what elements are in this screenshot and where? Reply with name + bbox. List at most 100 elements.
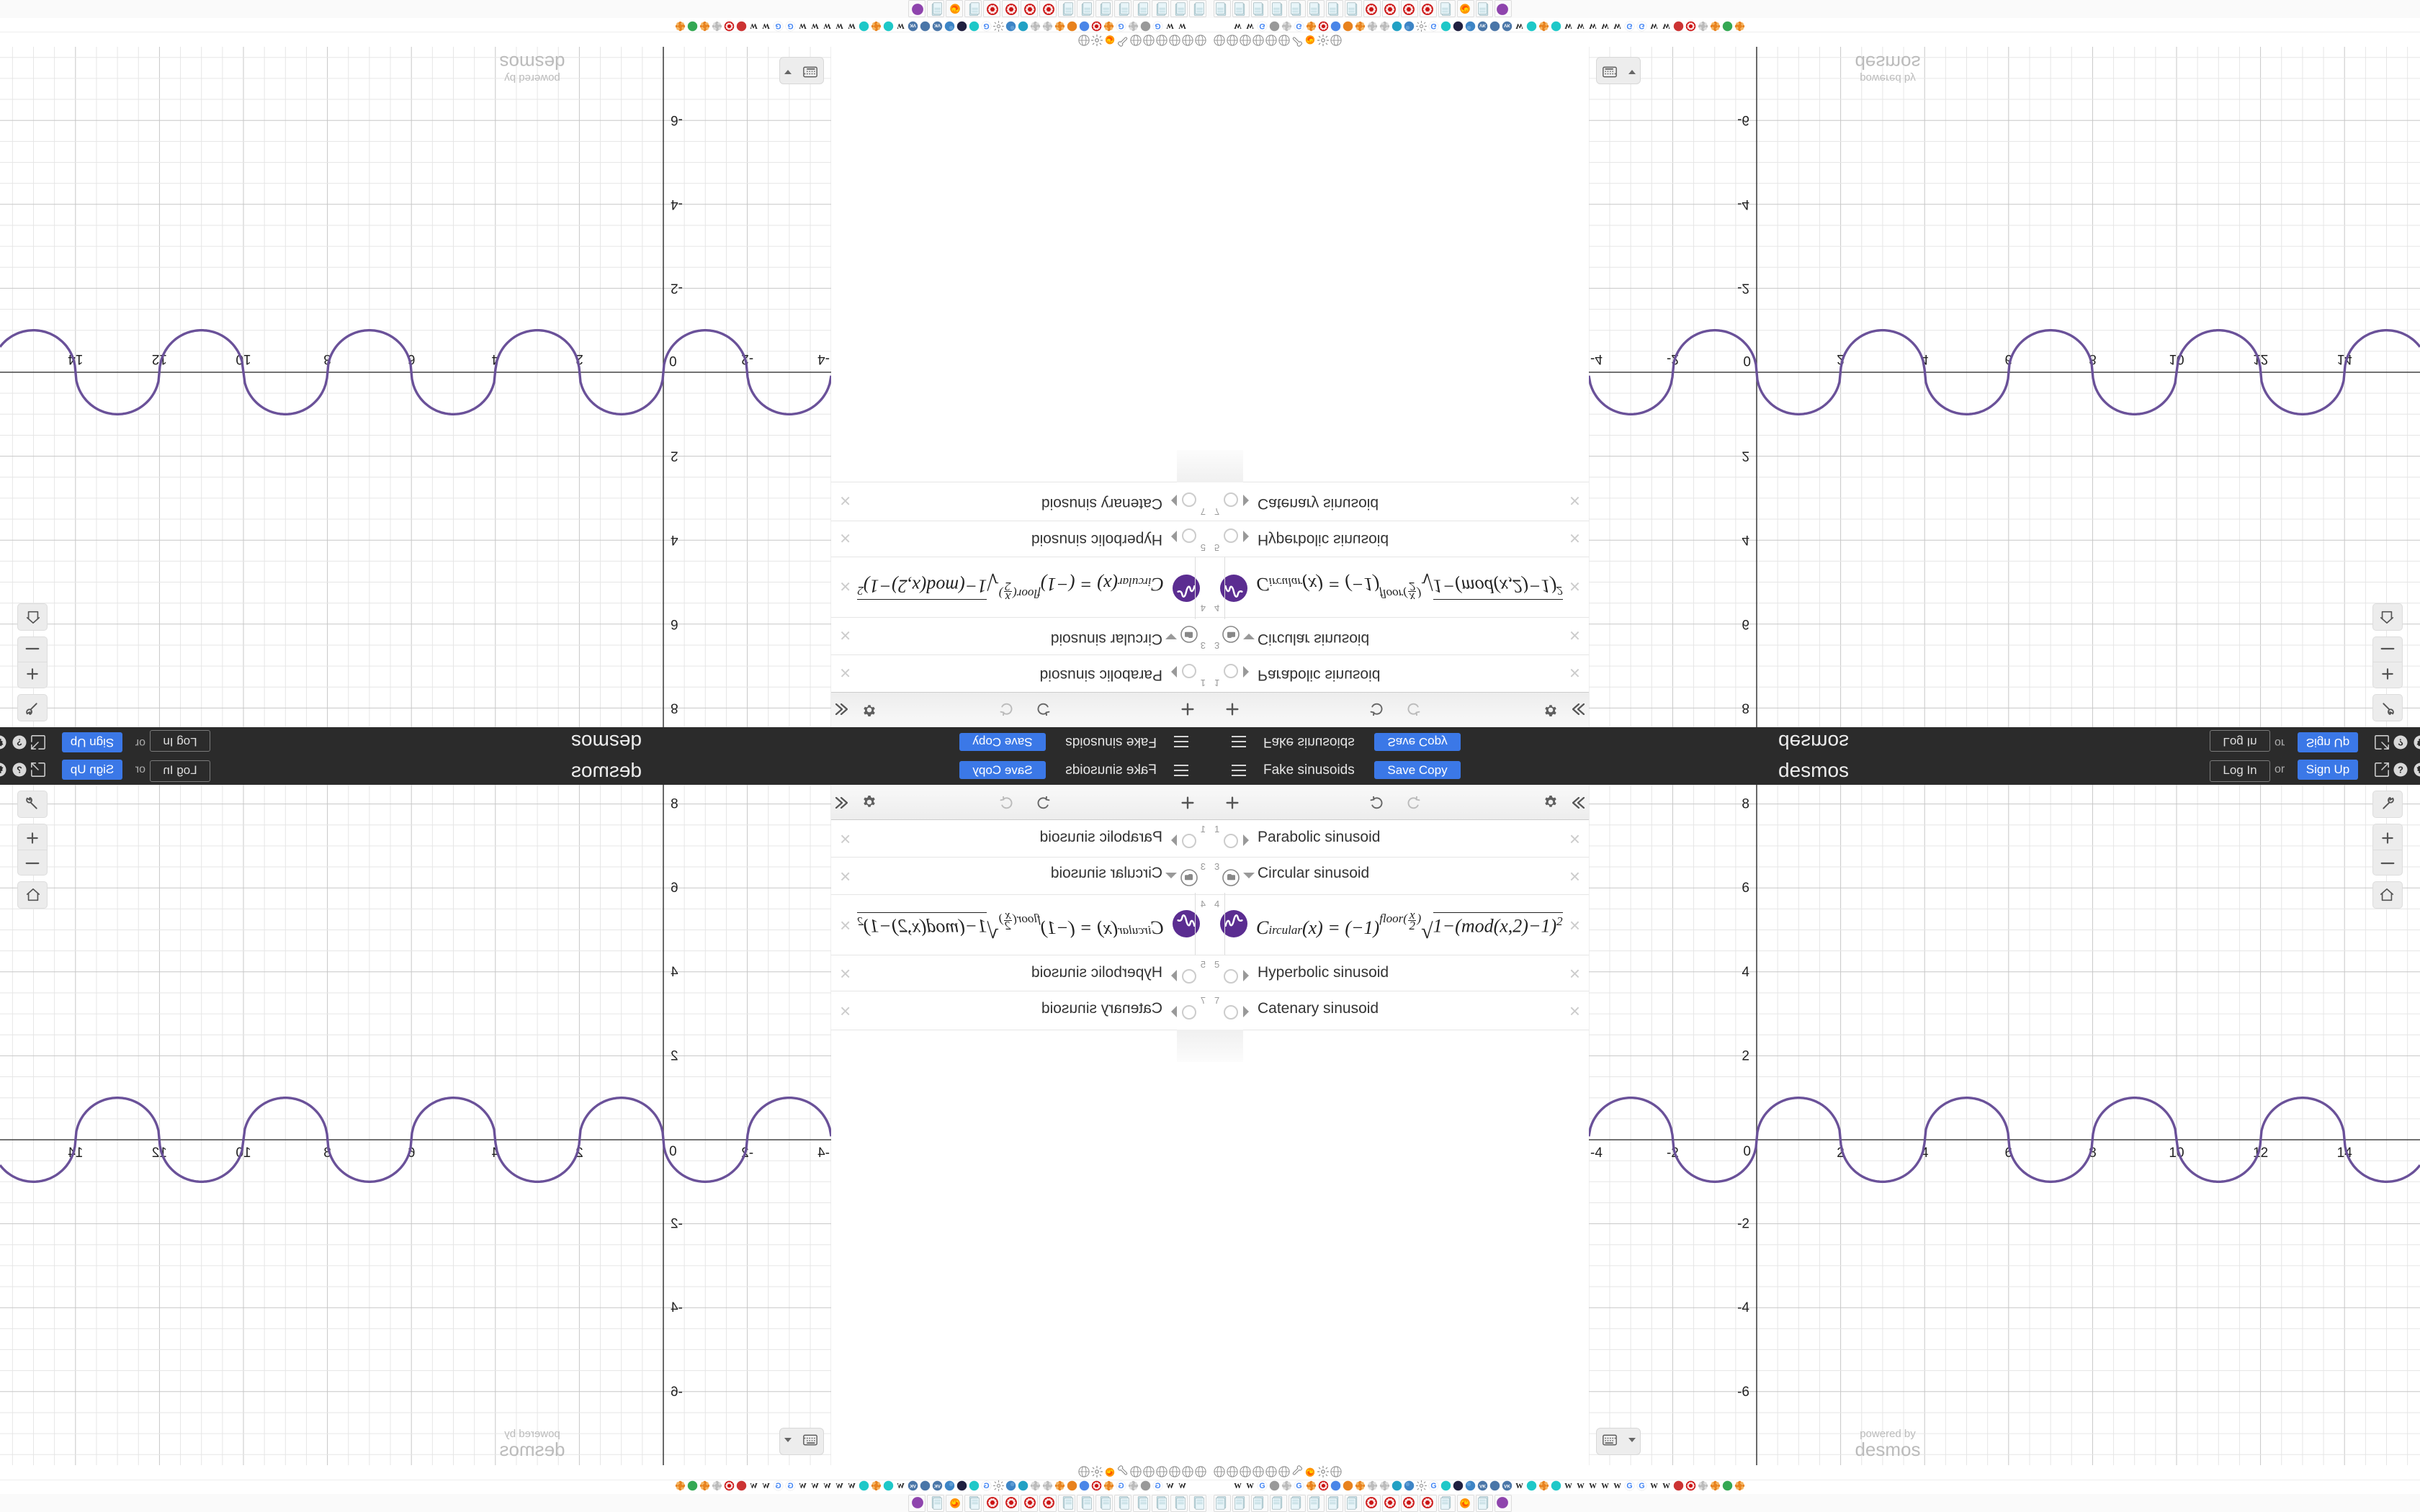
svg-text:W: W [1564,1482,1572,1490]
svg-text:?: ? [17,765,22,775]
svg-text:W: W [1650,22,1658,30]
svg-text:2: 2 [1742,1048,1749,1063]
svg-text:G: G [983,22,989,30]
svg-text:6: 6 [671,616,678,631]
svg-text:W: W [1166,1482,1174,1490]
svg-text:VK: VK [910,1485,916,1490]
svg-text:G: G [775,22,781,30]
svg-text:4: 4 [671,532,678,547]
svg-text:W: W [1601,1482,1609,1490]
svg-text:G: G [1430,1482,1436,1490]
svg-text:G: G [1155,1482,1160,1490]
svg-text:6: 6 [1742,881,1749,896]
svg-text:W: W [1234,22,1242,30]
svg-text:G: G [1639,22,1644,30]
svg-text:G: G [1626,22,1632,30]
svg-text:W: W [835,1482,843,1490]
svg-text:8: 8 [1742,700,1749,715]
svg-text:VK: VK [1504,1485,1510,1490]
svg-text:W: W [897,22,905,30]
svg-text:W: W [1515,22,1523,30]
svg-text:VK: VK [1479,22,1486,27]
svg-text:-6: -6 [1737,1385,1749,1400]
svg-text:-2: -2 [1737,280,1749,295]
svg-text:8: 8 [671,700,678,715]
svg-text:G: G [787,22,793,30]
svg-text:W: W [811,1482,819,1490]
svg-text:-2: -2 [1737,1217,1749,1232]
svg-text:4: 4 [1742,532,1749,547]
svg-text:W: W [823,22,831,30]
svg-text:2: 2 [1742,449,1749,464]
svg-text:W: W [1166,22,1174,30]
svg-text:W: W [897,1482,905,1490]
svg-text:-2: -2 [671,1217,683,1232]
svg-text:G: G [1296,1482,1301,1490]
svg-text:-6: -6 [671,1385,683,1400]
svg-text:-2: -2 [671,280,683,295]
svg-text:W: W [799,22,807,30]
svg-text:G: G [787,1482,793,1490]
svg-text:W: W [1246,22,1254,30]
svg-text:G: G [983,1482,989,1490]
svg-text:VK: VK [934,22,941,27]
svg-text:0: 0 [1743,1144,1751,1159]
svg-text:G: G [1118,1482,1124,1490]
svg-text:W: W [762,22,770,30]
svg-text:-4: -4 [817,351,830,366]
svg-text:2: 2 [671,1048,678,1063]
svg-text:W: W [823,1482,831,1490]
svg-text:W: W [1577,1482,1585,1490]
svg-text:W: W [1650,1482,1658,1490]
svg-text:-4: -4 [1590,351,1603,366]
svg-text:G: G [1118,22,1124,30]
svg-text:-4: -4 [671,1300,683,1315]
svg-text:G: G [1296,22,1301,30]
svg-text:0: 0 [1743,353,1751,368]
svg-text:W: W [750,1482,758,1490]
svg-text:G: G [1259,1482,1265,1490]
svg-text:G: G [775,1482,781,1490]
svg-text:W: W [1662,22,1670,30]
svg-text:G: G [1259,22,1265,30]
svg-text:W: W [750,22,758,30]
svg-text:W: W [799,1482,807,1490]
svg-text:W: W [1564,22,1572,30]
svg-text:8: 8 [1742,797,1749,812]
svg-text:W: W [811,22,819,30]
svg-text:2: 2 [671,449,678,464]
svg-text:W: W [1178,1482,1186,1490]
svg-text:-4: -4 [1737,1300,1749,1315]
svg-text:G: G [1639,1482,1644,1490]
svg-text:0: 0 [669,353,677,368]
svg-text:W: W [1662,1482,1670,1490]
svg-text:6: 6 [1742,616,1749,631]
svg-text:W: W [762,1482,770,1490]
svg-text:4: 4 [671,965,678,980]
svg-text:VK: VK [1479,1485,1486,1490]
svg-text:W: W [1234,1482,1242,1490]
svg-text:VK: VK [910,22,916,27]
svg-text:0: 0 [669,1144,677,1159]
svg-text:G: G [1155,22,1160,30]
svg-text:W: W [1613,1482,1621,1490]
svg-text:G: G [1430,22,1436,30]
svg-text:-4: -4 [817,1146,830,1161]
svg-text:VK: VK [934,1485,941,1490]
svg-text:G: G [1626,1482,1632,1490]
svg-text:4: 4 [1742,965,1749,980]
svg-text:?: ? [17,737,22,747]
svg-text:-6: -6 [671,112,683,127]
svg-text:?: ? [2398,737,2403,747]
svg-text:W: W [1589,1482,1597,1490]
svg-text:W: W [1589,22,1597,30]
svg-text:-6: -6 [1737,112,1749,127]
svg-text:-4: -4 [1737,197,1749,212]
svg-text:W: W [1613,22,1621,30]
svg-text:6: 6 [671,881,678,896]
svg-text:VK: VK [1504,22,1510,27]
svg-text:W: W [1577,22,1585,30]
svg-text:W: W [1246,1482,1254,1490]
svg-text:8: 8 [671,797,678,812]
svg-text:W: W [848,22,856,30]
